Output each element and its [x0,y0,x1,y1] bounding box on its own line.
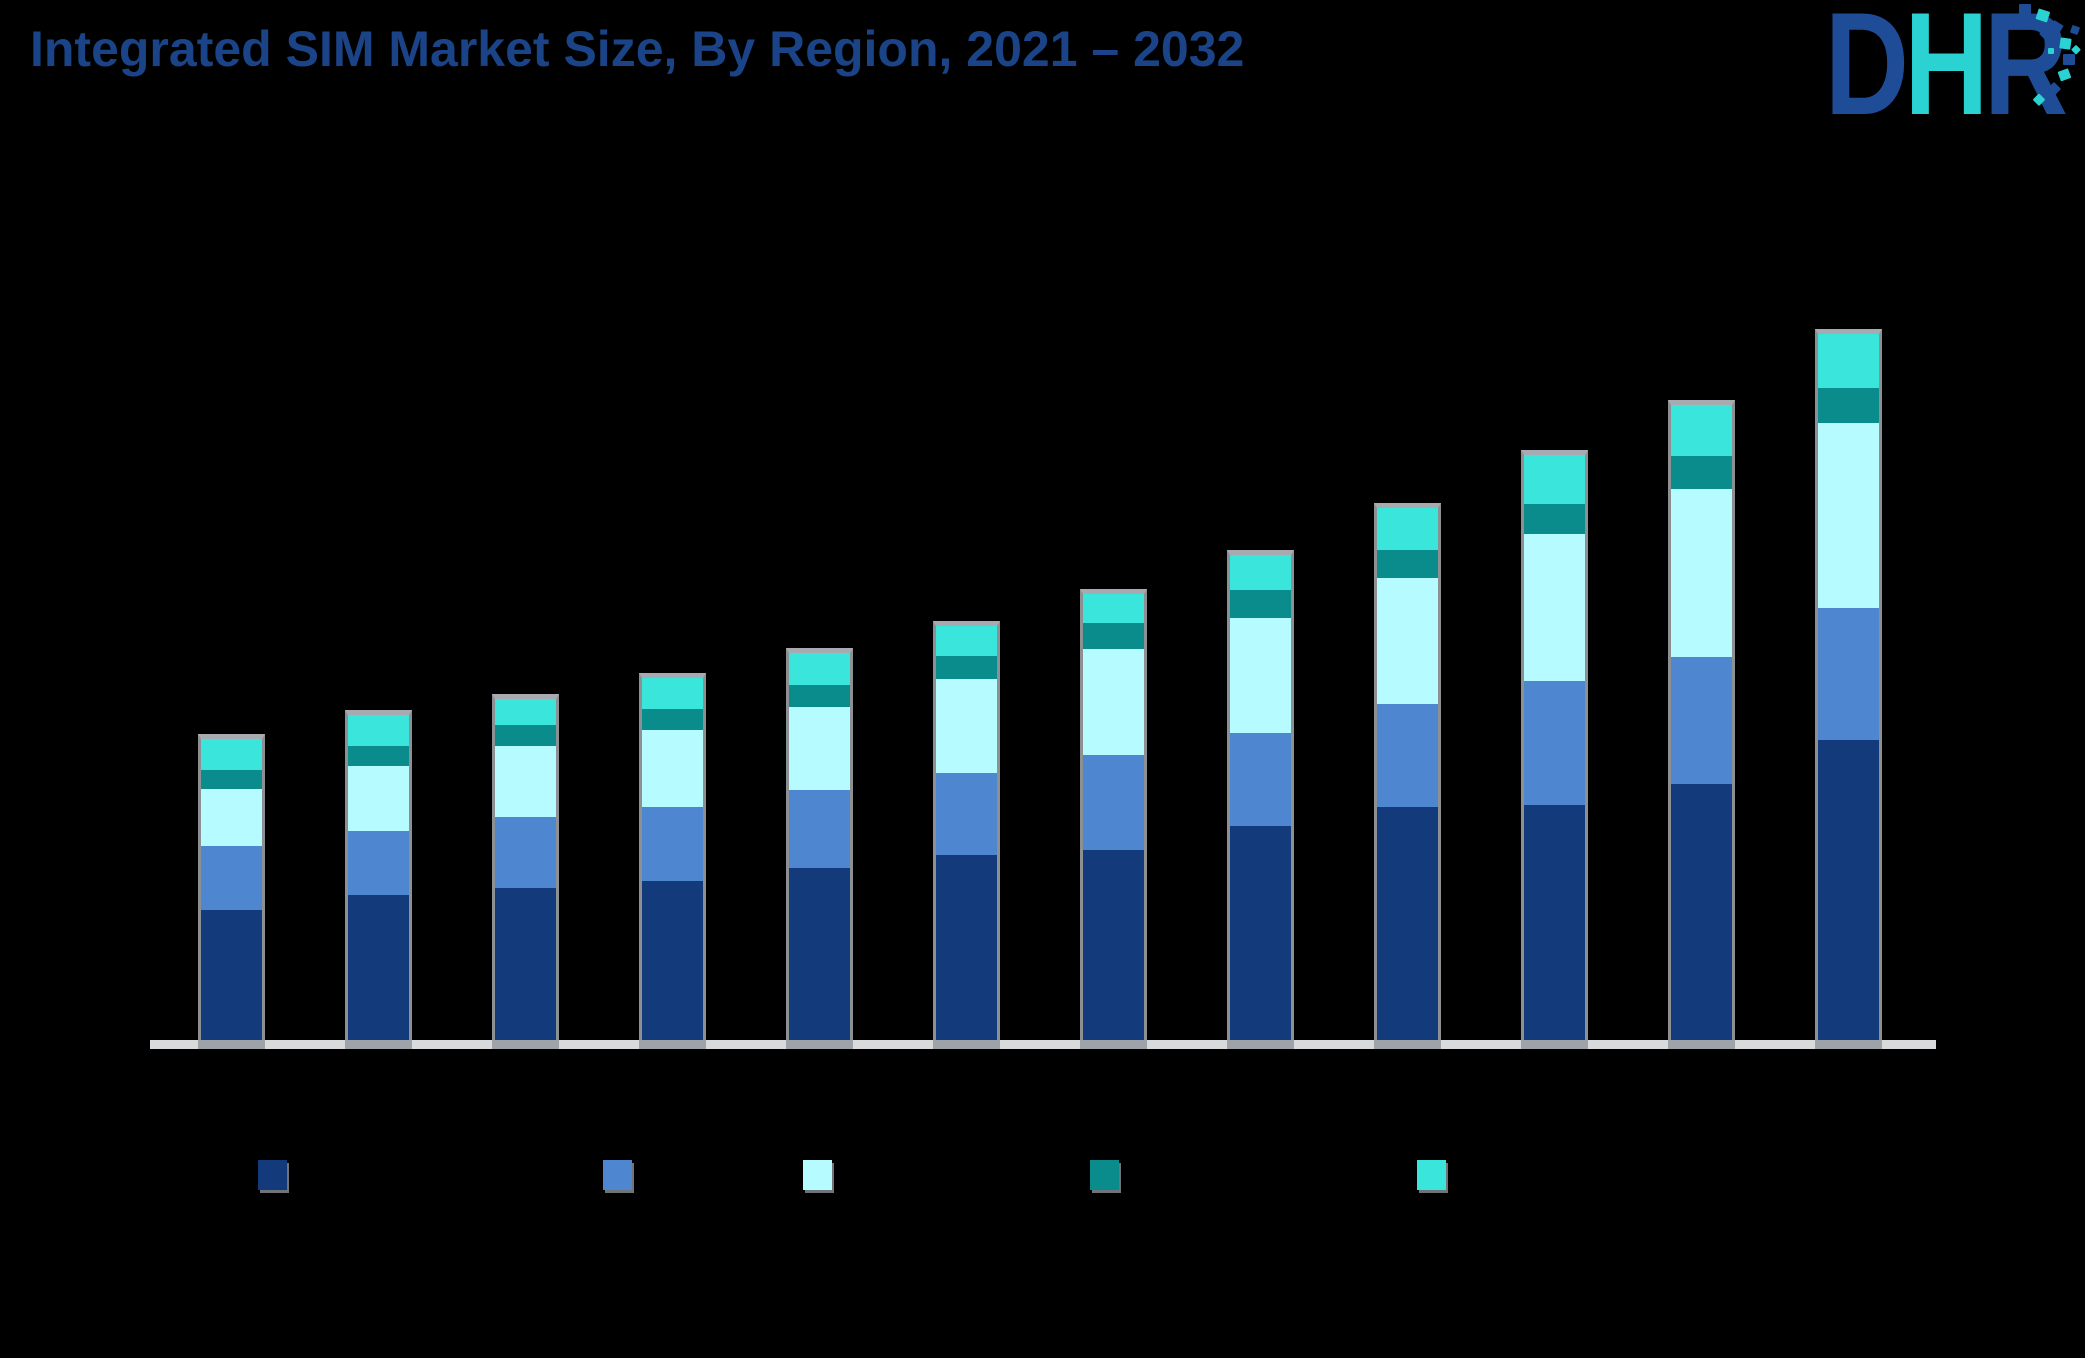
bar-2030-segment-1 [1524,805,1585,1040]
bar-2026-segment-5 [936,626,997,656]
axis-shadow-under-bar-2026 [933,1040,1000,1049]
bar-2028-segment-3 [1230,618,1291,733]
legend-series-3-swatch [803,1160,832,1190]
bar-2030-segment-2 [1524,681,1585,805]
bar-2032 [1815,329,1882,1040]
bar-2028-segment-2 [1230,733,1291,826]
bar-2029-segment-1 [1377,807,1438,1040]
bar-2028-segment-5 [1230,555,1291,590]
bar-2030-segment-3 [1524,534,1585,681]
bar-2022-segment-3 [348,766,409,831]
legend-series-2-swatch [603,1160,632,1190]
bar-2027-segment-4 [1083,623,1144,649]
bar-2025-segment-3 [789,707,850,790]
bar-2024-segment-4 [642,709,703,730]
bar-2028-segment-4 [1230,590,1291,618]
bar-2022-segment-5 [348,715,409,746]
bar-2026-segment-1 [936,855,997,1040]
bar-2023-segment-1 [495,888,556,1040]
logo-letter-d: D [1824,0,1908,145]
bar-2031-segment-5 [1671,405,1732,456]
bar-2029-segment-2 [1377,704,1438,807]
axis-shadow-under-bar-2025 [786,1040,853,1049]
bar-2026 [933,621,1000,1040]
bar-2026-segment-3 [936,679,997,773]
bar-2024-segment-2 [642,807,703,881]
bar-2024-segment-3 [642,730,703,807]
axis-shadow-under-bar-2029 [1374,1040,1441,1049]
bar-2021-segment-5 [201,739,262,770]
bar-2026-segment-4 [936,656,997,679]
bar-2022-segment-2 [348,831,409,895]
bar-2032-segment-2 [1818,608,1879,740]
bar-2027-segment-3 [1083,649,1144,755]
bar-2024-segment-1 [642,881,703,1040]
bar-2025 [786,648,853,1040]
bar-2021-segment-2 [201,846,262,910]
bar-2029-segment-5 [1377,508,1438,550]
bar-2025-segment-1 [789,868,850,1040]
bar-2022-segment-4 [348,746,409,766]
bar-2029-segment-3 [1377,578,1438,704]
axis-shadow-under-bar-2031 [1668,1040,1735,1049]
bar-2024-segment-5 [642,678,703,709]
axis-shadow-under-bar-2027 [1080,1040,1147,1049]
bar-2030-segment-4 [1524,504,1585,534]
brand-logo: DHR [1765,0,2081,137]
bar-2023-segment-2 [495,817,556,888]
bar-2022-segment-1 [348,895,409,1040]
bar-2021 [198,734,265,1040]
axis-shadow-under-bar-2032 [1815,1040,1882,1049]
bar-2025-segment-5 [789,653,850,685]
bar-2031 [1668,400,1735,1040]
bar-2024 [639,673,706,1040]
bar-2026-segment-2 [936,773,997,855]
bar-2028-segment-1 [1230,826,1291,1040]
bar-2021-segment-1 [201,910,262,1040]
bar-2032-segment-4 [1818,388,1879,423]
axis-shadow-under-bar-2030 [1521,1040,1588,1049]
bar-2032-segment-1 [1818,740,1879,1040]
bar-2028 [1227,550,1294,1040]
axis-shadow-under-bar-2028 [1227,1040,1294,1049]
axis-shadow-under-bar-2021 [198,1040,265,1049]
bar-2021-segment-4 [201,770,262,789]
bar-2032-segment-3 [1818,423,1879,608]
bar-2025-segment-2 [789,790,850,868]
legend-series-5-swatch [1417,1160,1446,1190]
bar-2027-segment-1 [1083,850,1144,1040]
bar-2023-segment-3 [495,746,556,817]
bar-2022 [345,710,412,1040]
bar-2029-segment-4 [1377,550,1438,578]
axis-shadow-under-bar-2023 [492,1040,559,1049]
brand-logo-text: DHR [1824,0,2067,137]
logo-letter-h: H [1903,0,1988,145]
axis-shadow-under-bar-2022 [345,1040,412,1049]
bar-2031-segment-1 [1671,784,1732,1040]
bar-2030-segment-5 [1524,455,1585,504]
logo-letter-r: R [1983,0,2067,145]
legend-series-1-swatch [258,1160,287,1190]
bar-2023-segment-4 [495,725,556,746]
bar-2031-segment-4 [1671,456,1732,489]
legend-series-4-swatch [1090,1160,1119,1190]
bar-2027 [1080,589,1147,1040]
bar-2029 [1374,503,1441,1040]
bar-2025-segment-4 [789,685,850,707]
bar-2031-segment-3 [1671,489,1732,657]
x-axis-line [150,1040,1936,1049]
bar-2023-segment-5 [495,699,556,725]
bar-2021-segment-3 [201,789,262,846]
chart-title: Integrated SIM Market Size, By Region, 2… [30,21,1245,77]
axis-shadow-under-bar-2024 [639,1040,706,1049]
bar-2030 [1521,450,1588,1040]
bar-2023 [492,694,559,1040]
bar-2031-segment-2 [1671,657,1732,784]
bar-2027-segment-5 [1083,594,1144,623]
bar-2032-segment-5 [1818,334,1879,388]
bar-2027-segment-2 [1083,755,1144,850]
